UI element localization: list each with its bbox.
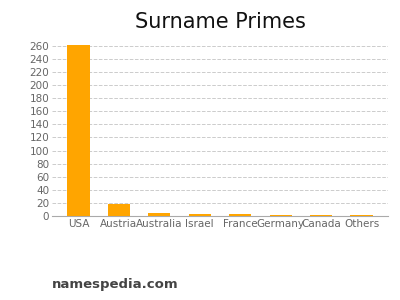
Bar	[270, 215, 292, 216]
Bar	[67, 44, 90, 216]
Bar	[310, 215, 332, 216]
Bar	[350, 215, 373, 216]
Bar	[108, 204, 130, 216]
Bar	[148, 213, 170, 216]
Title: Surname Primes: Surname Primes	[134, 12, 306, 32]
Text: namespedia.com: namespedia.com	[52, 278, 179, 291]
Bar	[229, 214, 251, 216]
Bar	[189, 214, 211, 216]
